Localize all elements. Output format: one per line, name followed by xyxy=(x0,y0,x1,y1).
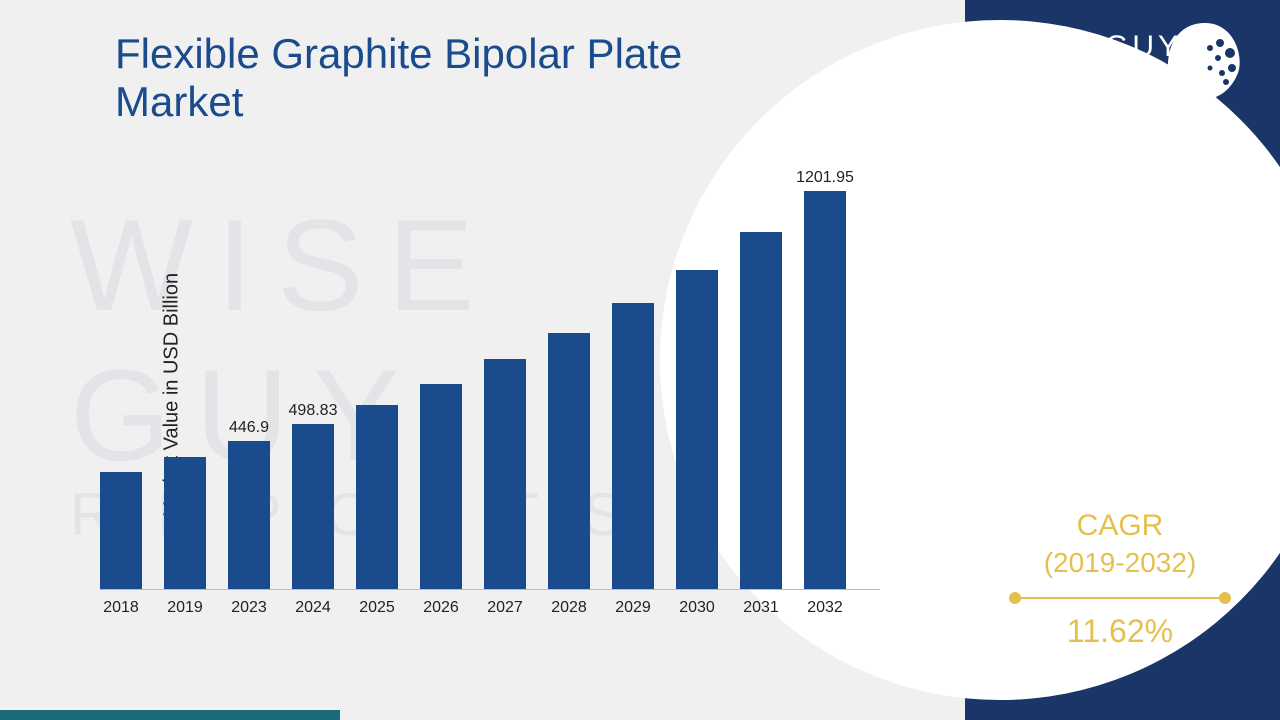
x-tick-label: 2023 xyxy=(219,599,279,617)
x-tick-label: 2032 xyxy=(795,599,855,617)
x-tick-label: 2030 xyxy=(667,599,727,617)
logo-head-icon xyxy=(1160,18,1250,118)
bar-value-label: 1201.95 xyxy=(796,169,854,187)
bar xyxy=(292,424,334,589)
bar xyxy=(420,384,462,589)
cagr-range: (2019-2032) xyxy=(1005,547,1235,579)
cagr-label: CAGR xyxy=(1005,509,1235,543)
chart-title: Flexible Graphite Bipolar Plate Market xyxy=(115,30,815,127)
x-tick-label: 2019 xyxy=(155,599,215,617)
cagr-value: 11.62% xyxy=(1005,613,1235,650)
bar-value-label: 498.83 xyxy=(289,402,338,420)
bar xyxy=(484,359,526,589)
page-root: WISE GUY REPORTS Flexible Graphite Bipol… xyxy=(0,0,1280,720)
bar-group: 2029 xyxy=(612,303,654,589)
bar xyxy=(612,303,654,589)
bar-group: 2025 xyxy=(356,405,398,589)
x-tick-label: 2029 xyxy=(603,599,663,617)
bar xyxy=(228,441,270,589)
bar-group: 446.92023 xyxy=(228,441,270,589)
cagr-divider xyxy=(1015,597,1225,599)
bar-group: 2018 xyxy=(100,472,142,589)
bar-group: 2019 xyxy=(164,457,206,589)
bar-value-label: 446.9 xyxy=(229,419,269,437)
bar-group: 2031 xyxy=(740,232,782,589)
x-tick-label: 2026 xyxy=(411,599,471,617)
bar xyxy=(740,232,782,589)
bar-group: 2026 xyxy=(420,384,462,589)
bar xyxy=(356,405,398,589)
bar-group: 2027 xyxy=(484,359,526,589)
cagr-block: CAGR (2019-2032) 11.62% xyxy=(1005,509,1235,650)
bar xyxy=(676,270,718,589)
bar-group: 498.832024 xyxy=(292,424,334,589)
bottom-accent-bar xyxy=(0,710,340,720)
bar-group: 1201.952032 xyxy=(804,191,846,589)
bar-group: 2028 xyxy=(548,333,590,589)
bar xyxy=(804,191,846,589)
x-tick-label: 2031 xyxy=(731,599,791,617)
bar-group: 2030 xyxy=(676,270,718,589)
bar xyxy=(548,333,590,589)
bar-chart: Market Value in USD Billion 20182019446.… xyxy=(60,160,880,630)
x-tick-label: 2025 xyxy=(347,599,407,617)
bar xyxy=(164,457,206,589)
x-tick-label: 2018 xyxy=(91,599,151,617)
x-tick-label: 2024 xyxy=(283,599,343,617)
plot-area: 2018 2019 446.92023 498.832024 2025 2026 2027 2… xyxy=(100,160,880,590)
x-tick-label: 2028 xyxy=(539,599,599,617)
bar xyxy=(100,472,142,589)
x-tick-label: 2027 xyxy=(475,599,535,617)
